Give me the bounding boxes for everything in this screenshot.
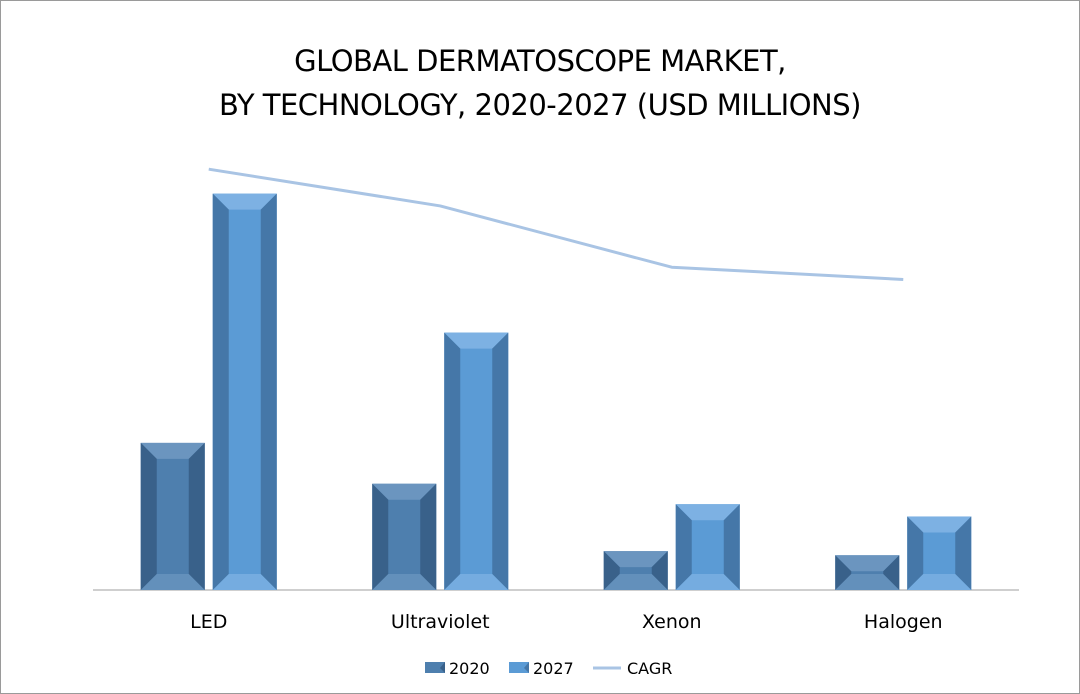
chart-title-line-1: GLOBAL DERMATOSCOPE MARKET, (294, 44, 786, 78)
chart-title-line-2: BY TECHNOLOGY, 2020-2027 (USD MILLIONS) (219, 88, 861, 122)
bar-2027-xenon (675, 504, 740, 590)
legend-swatch-side-2020 (440, 662, 445, 673)
bar-2020-xenon (603, 551, 668, 590)
legend-label-cagr: CAGR (627, 659, 672, 678)
bar-2027-led (212, 193, 277, 590)
legend-swatch-2027 (509, 662, 529, 673)
bar-2020-ultraviolet (372, 483, 437, 590)
legend-label-2027: 2027 (533, 659, 574, 678)
bar-2020-halogen (835, 555, 900, 590)
bar-2020-led (140, 442, 205, 590)
bar-2027-ultraviolet (444, 332, 509, 590)
x-tick-label: LED (190, 611, 227, 633)
legend-swatch-side-2027 (524, 662, 529, 673)
legend-swatch-2020 (425, 662, 445, 673)
x-tick-label: Halogen (864, 611, 943, 633)
bar-2027-halogen (907, 516, 972, 590)
x-tick-label: Xenon (642, 611, 702, 633)
cagr-line (208, 167, 904, 281)
chart-title: GLOBAL DERMATOSCOPE MARKET, BY TECHNOLOG… (1, 39, 1079, 127)
x-tick-label: Ultraviolet (391, 611, 490, 633)
legend-label-2020: 2020 (449, 659, 490, 678)
